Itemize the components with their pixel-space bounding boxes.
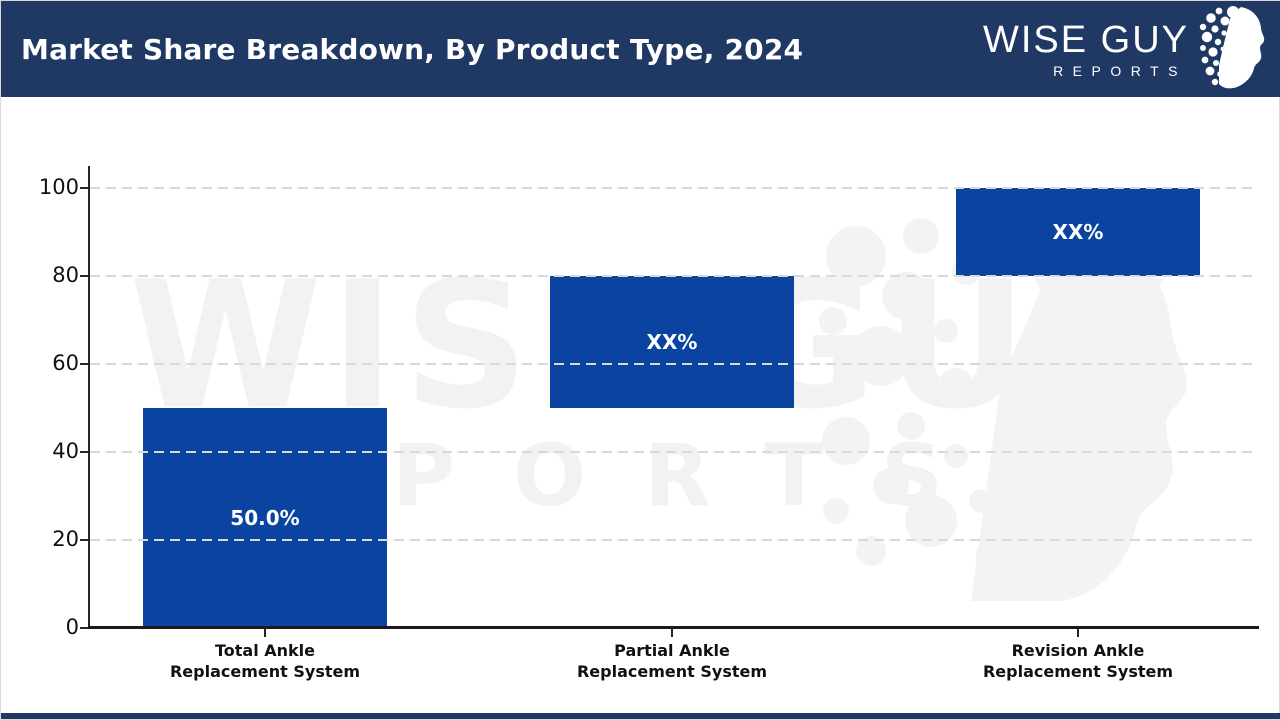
category-label-line2: Replacement System — [576, 662, 768, 681]
category-label-line2: Replacement System — [982, 662, 1174, 681]
y-tick-mark — [80, 363, 88, 365]
bar-segment-0: 50.0% — [143, 408, 387, 628]
x-tick-mark — [1077, 629, 1079, 637]
gridline-y40 — [90, 451, 1257, 453]
watermark-head-icon — [759, 201, 1201, 605]
logo-text: WISE GUY REPORTS — [983, 21, 1189, 78]
y-tick-mark — [80, 187, 88, 189]
gridline-y60 — [90, 363, 1257, 365]
wise-guy-reports-logo: WISE GUY REPORTS — [983, 5, 1280, 93]
x-tick-mark — [264, 629, 266, 637]
y-axis-line — [88, 166, 90, 628]
y-tick-label: 100 — [38, 175, 79, 199]
category-label-line2: Replacement System — [169, 662, 361, 681]
bar-value-label: XX% — [646, 330, 698, 354]
footer-accent-bar — [1, 713, 1280, 719]
x-tick-mark — [671, 629, 673, 637]
chart-plot-area: 0 20 40 60 80 100 50.0% Total Ankle Replacement … — [1, 97, 1280, 715]
bar-value-label: XX% — [1052, 220, 1104, 244]
category-label-0: Total Ankle Replacement System — [105, 640, 425, 682]
bar-value-label: 50.0% — [230, 506, 300, 530]
y-tick-mark — [80, 275, 88, 277]
bar-segment-2: XX% — [956, 188, 1200, 276]
gridline-y20 — [90, 539, 1257, 541]
category-label-line1: Partial Ankle — [614, 641, 730, 660]
gridline-y80 — [90, 275, 1257, 277]
gridline-y100 — [90, 187, 1257, 189]
category-label-line1: Revision Ankle — [1011, 641, 1145, 660]
y-tick-label: 60 — [52, 351, 79, 375]
y-tick-label: 0 — [65, 615, 79, 639]
category-label-1: Partial Ankle Replacement System — [512, 640, 832, 682]
y-tick-mark — [80, 627, 88, 629]
y-tick-mark — [80, 451, 88, 453]
x-axis-line — [88, 626, 1259, 629]
category-label-2: Revision Ankle Replacement System — [918, 640, 1238, 682]
category-label-line1: Total Ankle — [214, 641, 316, 660]
y-tick-label: 40 — [52, 439, 79, 463]
page-title: Market Share Breakdown, By Product Type,… — [21, 32, 804, 66]
logo-brand-subtitle: REPORTS — [1053, 62, 1187, 79]
y-tick-mark — [80, 539, 88, 541]
y-tick-label: 20 — [52, 527, 79, 551]
y-tick-label: 80 — [52, 263, 79, 287]
bar-segment-1: XX% — [550, 276, 794, 408]
logo-head-icon — [1197, 5, 1265, 93]
logo-brand-name: WISE GUY — [982, 18, 1189, 61]
header-banner: Market Share Breakdown, By Product Type,… — [1, 1, 1280, 97]
